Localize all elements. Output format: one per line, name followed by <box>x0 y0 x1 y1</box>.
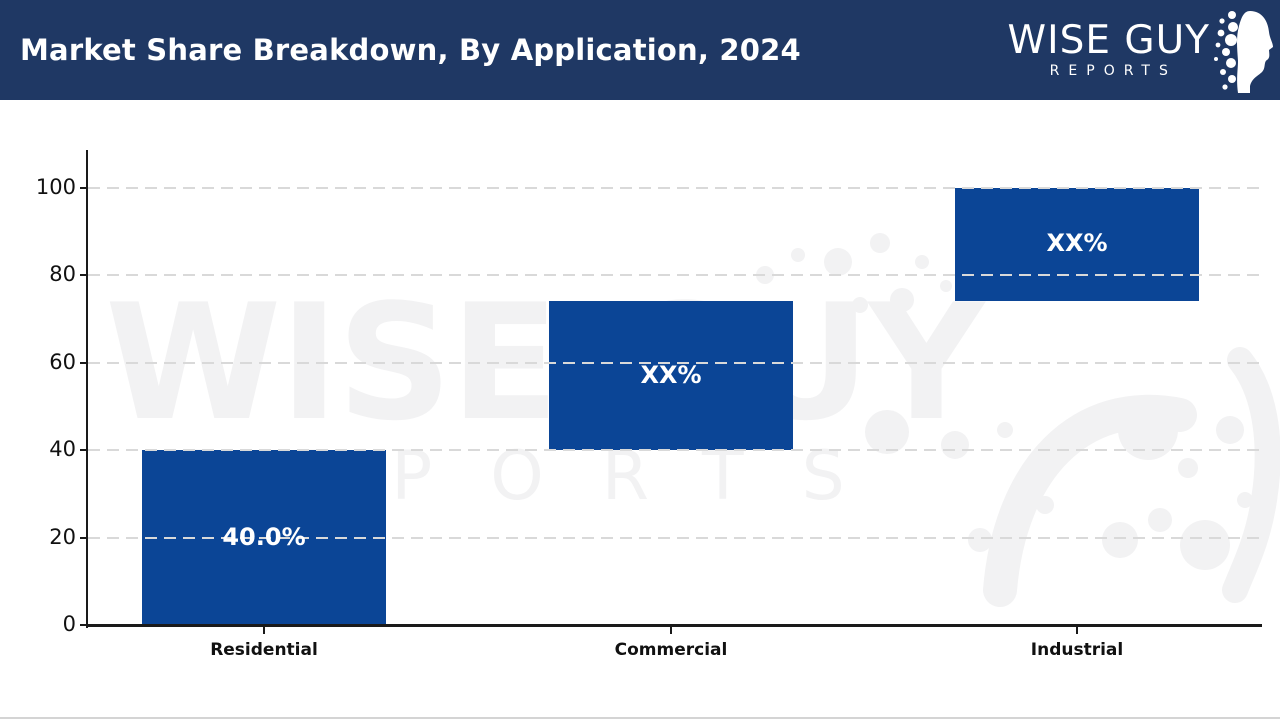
bar-label-residential: 40.0% <box>222 522 306 551</box>
x-label-residential: Residential <box>210 640 318 660</box>
y-axis <box>86 150 88 628</box>
y-tick-label-0: 0 <box>62 612 76 636</box>
x-label-industrial: Industrial <box>1030 640 1124 660</box>
y-tick-label-80: 80 <box>49 262 76 286</box>
wiseguy-logo: WISE GUY REPORTS <box>1008 0 1274 100</box>
x-axis <box>86 624 1262 627</box>
y-tick-label-100: 100 <box>35 174 76 199</box>
bar-label-industrial: XX% <box>1046 229 1108 258</box>
logo-text: WISE GUY REPORTS <box>1007 18 1210 79</box>
y-tick-label-20: 20 <box>49 524 76 549</box>
y-tick-60 <box>80 361 88 364</box>
bottom-border <box>0 717 1280 719</box>
page-title: Market Share Breakdown, By Application, … <box>20 33 801 67</box>
y-tick-100 <box>80 186 88 189</box>
y-tick-40 <box>80 449 88 451</box>
x-label-commercial: Commercial <box>614 640 728 660</box>
bar-industrial <box>955 187 1199 302</box>
header-bar: Market Share Breakdown, By Application, … <box>0 0 1280 100</box>
bar-commercial <box>549 301 793 450</box>
y-tick-label-40: 40 <box>49 437 76 461</box>
wiseguy-head-icon <box>1214 11 1273 93</box>
x-tick-commercial <box>670 626 672 634</box>
gridline-60 <box>88 361 1262 364</box>
bar-label-commercial: XX% <box>640 360 702 389</box>
gridline-20 <box>88 536 1262 539</box>
y-tick-20 <box>80 536 88 539</box>
gridline-40 <box>88 449 1262 451</box>
gridline-80 <box>88 274 1262 276</box>
x-tick-residential <box>263 626 265 634</box>
logo-subtitle: REPORTS <box>1049 62 1177 79</box>
x-tick-industrial <box>1076 626 1078 634</box>
y-tick-80 <box>80 274 88 276</box>
logo-wordmark: WISE GUY <box>1007 18 1210 64</box>
y-tick-0 <box>80 624 88 626</box>
gridline-100 <box>88 186 1262 189</box>
y-tick-label-60: 60 <box>49 349 76 374</box>
